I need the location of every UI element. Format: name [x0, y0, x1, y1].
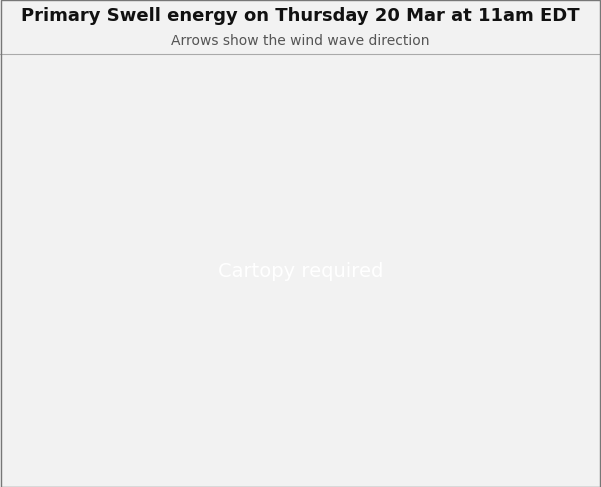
- Text: Arrows show the wind wave direction: Arrows show the wind wave direction: [171, 35, 430, 48]
- Text: Cartopy required: Cartopy required: [218, 262, 383, 281]
- Text: Primary Swell energy on Thursday 20 Mar at 11am EDT: Primary Swell energy on Thursday 20 Mar …: [21, 7, 580, 25]
